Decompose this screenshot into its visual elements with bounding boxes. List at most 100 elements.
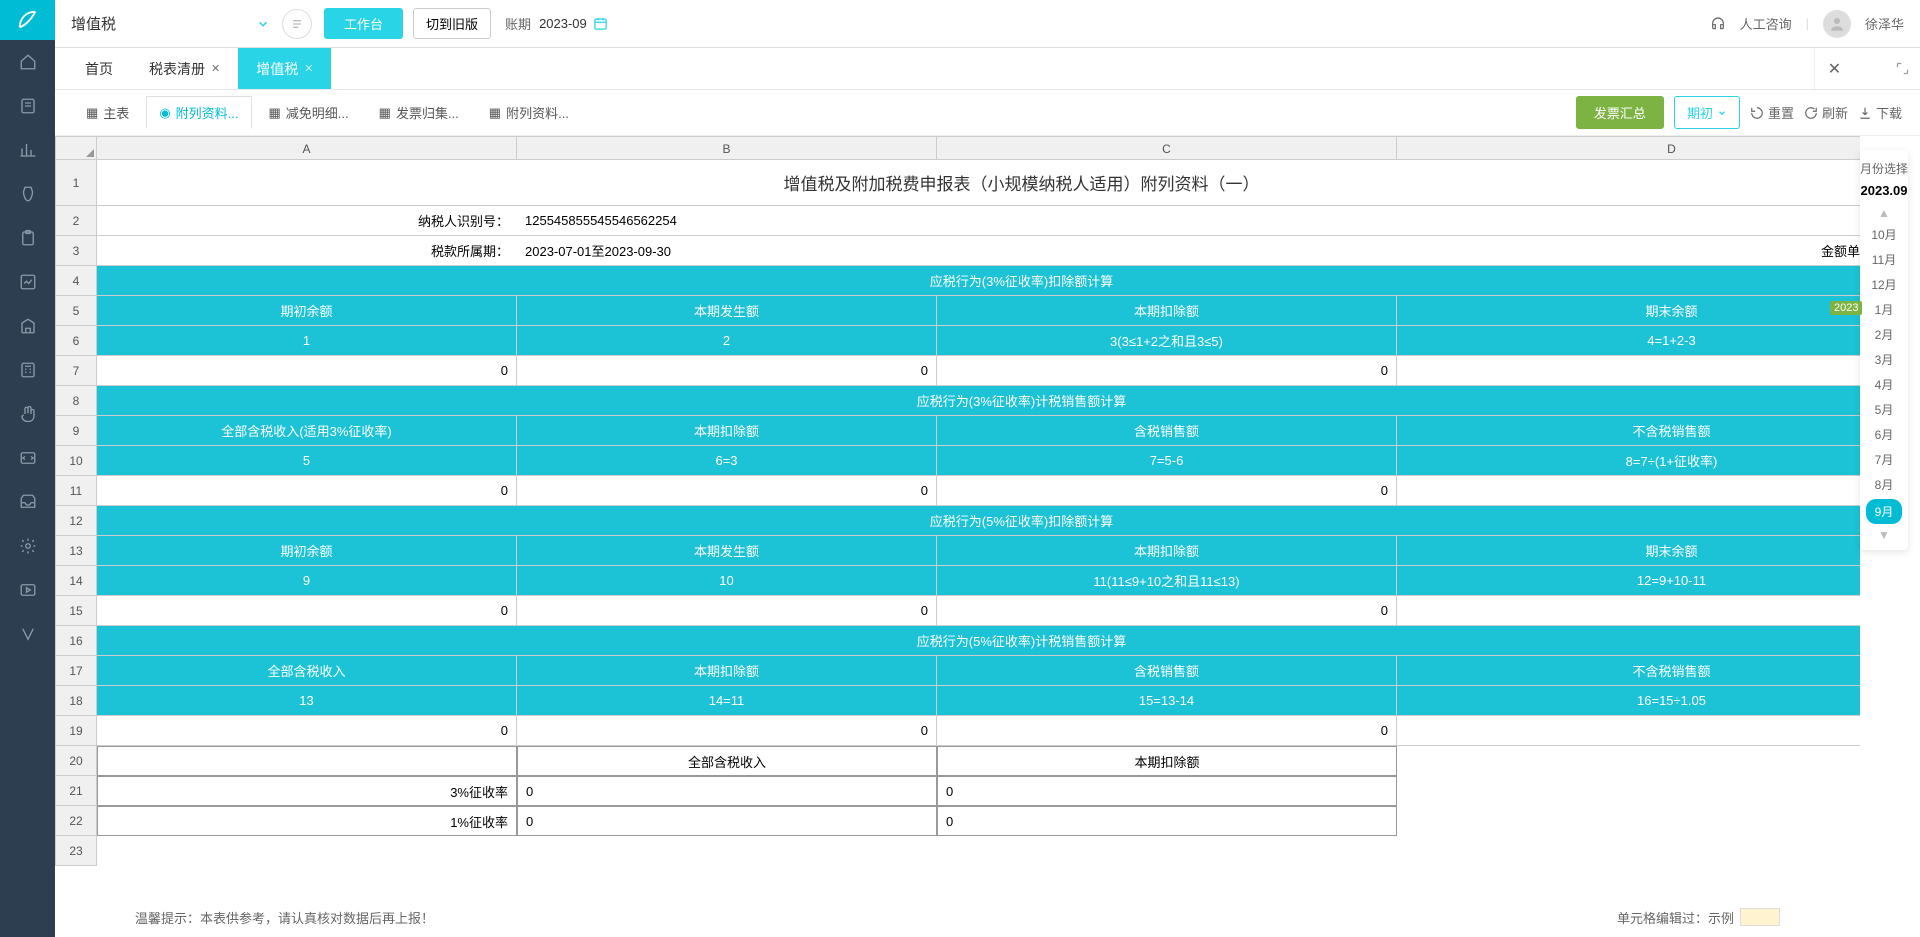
row-header[interactable]: 19	[55, 716, 97, 746]
month-item[interactable]: 1月2023	[1860, 297, 1908, 322]
cell[interactable]: 0	[937, 476, 1397, 506]
row-header[interactable]: 2	[55, 206, 97, 236]
row-header[interactable]: 15	[55, 596, 97, 626]
month-item[interactable]: 3月	[1860, 347, 1908, 372]
cell[interactable]: 0.00	[1397, 716, 1860, 746]
row-header[interactable]: 5	[55, 296, 97, 326]
close-icon[interactable]: ✕	[304, 62, 313, 75]
close-all-icon[interactable]: ✕	[1814, 48, 1854, 89]
col-header[interactable]: B	[517, 136, 937, 160]
month-down-icon[interactable]: ▼	[1860, 526, 1908, 544]
subtab-attachment2[interactable]: ▦附列资料...	[476, 96, 582, 129]
nav-inbox-icon[interactable]	[0, 480, 55, 524]
row-header[interactable]: 14	[55, 566, 97, 596]
subtab-main[interactable]: ▦主表	[73, 96, 142, 129]
cell[interactable]: 0	[1397, 596, 1860, 626]
nav-home-icon[interactable]	[0, 40, 55, 84]
row-header[interactable]: 23	[55, 836, 97, 866]
row-header[interactable]: 1	[55, 160, 97, 206]
month-item[interactable]: 12月	[1860, 272, 1908, 297]
month-item[interactable]: 5月	[1860, 397, 1908, 422]
row-header[interactable]: 22	[55, 806, 97, 836]
row-header[interactable]: 18	[55, 686, 97, 716]
month-item[interactable]: 10月	[1860, 222, 1908, 247]
row-header[interactable]: 3	[55, 236, 97, 266]
cell[interactable]: 0	[97, 596, 517, 626]
logo[interactable]	[0, 0, 55, 40]
period-start-button[interactable]: 期初	[1674, 96, 1740, 129]
nav-report-icon[interactable]	[0, 260, 55, 304]
month-item[interactable]: 7月	[1860, 447, 1908, 472]
month-item[interactable]: 11月	[1860, 247, 1908, 272]
cell[interactable]: 0	[937, 776, 1397, 806]
subtab-attachment[interactable]: ◉附列资料...	[146, 96, 251, 129]
subtab-invoice[interactable]: ▦发票归集...	[366, 96, 472, 129]
col-header[interactable]: D	[1397, 136, 1860, 160]
nav-chart-icon[interactable]	[0, 128, 55, 172]
cell[interactable]: 0	[97, 476, 517, 506]
circle-list-icon[interactable]	[282, 9, 312, 39]
row-header[interactable]: 20	[55, 746, 97, 776]
row-header[interactable]: 4	[55, 266, 97, 296]
switch-old-button[interactable]: 切到旧版	[413, 8, 491, 39]
nav-v-icon[interactable]	[0, 612, 55, 656]
row-header[interactable]: 12	[55, 506, 97, 536]
month-item[interactable]: 6月	[1860, 422, 1908, 447]
nav-doc-icon[interactable]	[0, 84, 55, 128]
cell[interactable]: 0	[937, 356, 1397, 386]
month-item[interactable]: 2月	[1860, 322, 1908, 347]
cell[interactable]: 0	[517, 356, 937, 386]
row-header[interactable]: 8	[55, 386, 97, 416]
month-item[interactable]: 4月	[1860, 372, 1908, 397]
row-header[interactable]: 21	[55, 776, 97, 806]
month-up-icon[interactable]: ▲	[1860, 204, 1908, 222]
row-header[interactable]: 17	[55, 656, 97, 686]
headset-icon[interactable]	[1710, 16, 1726, 32]
cell[interactable]: 0	[517, 716, 937, 746]
workbench-button[interactable]: 工作台	[324, 8, 403, 39]
row-header[interactable]: 10	[55, 446, 97, 476]
tab-tax-list[interactable]: 税表清册✕	[131, 48, 238, 89]
tab-vat[interactable]: 增值税✕	[238, 48, 331, 89]
nav-video-icon[interactable]	[0, 568, 55, 612]
col-header[interactable]: C	[937, 136, 1397, 160]
cell[interactable]: 0	[97, 356, 517, 386]
cell[interactable]: 0	[517, 776, 937, 806]
nav-clipboard-icon[interactable]	[0, 216, 55, 260]
cell[interactable]: 0	[1397, 356, 1860, 386]
row-header[interactable]: 7	[55, 356, 97, 386]
col-header[interactable]: A	[97, 136, 517, 160]
user-avatar[interactable]	[1823, 10, 1851, 38]
row-header[interactable]: 6	[55, 326, 97, 356]
cell[interactable]: 0	[1397, 476, 1860, 506]
tab-home[interactable]: 首页	[67, 48, 131, 89]
invoice-summary-button[interactable]: 发票汇总	[1576, 96, 1664, 129]
grid-corner[interactable]	[55, 136, 97, 160]
consult-link[interactable]: 人工咨询	[1740, 14, 1792, 33]
row-header[interactable]: 13	[55, 536, 97, 566]
subtab-exemption[interactable]: ▦减免明细...	[256, 96, 362, 129]
main-dropdown[interactable]: 增值税	[71, 13, 270, 34]
row-header[interactable]: 16	[55, 626, 97, 656]
cell[interactable]: 0	[517, 476, 937, 506]
row-header[interactable]: 9	[55, 416, 97, 446]
nav-calc-icon[interactable]	[0, 348, 55, 392]
download-button[interactable]: 下载	[1858, 103, 1902, 122]
cell[interactable]: 0	[937, 716, 1397, 746]
cell[interactable]: 0	[517, 806, 937, 836]
nav-hand-icon[interactable]	[0, 392, 55, 436]
row-header[interactable]: 11	[55, 476, 97, 506]
cell[interactable]: 0	[937, 806, 1397, 836]
nav-settings-icon[interactable]	[0, 524, 55, 568]
close-icon[interactable]: ✕	[211, 62, 220, 75]
cell[interactable]: 0	[937, 596, 1397, 626]
nav-transfer-icon[interactable]	[0, 436, 55, 480]
nav-building-icon[interactable]	[0, 304, 55, 348]
month-item[interactable]: 8月	[1860, 472, 1908, 497]
expand-icon[interactable]	[1884, 48, 1920, 89]
refresh-button[interactable]: 刷新	[1804, 103, 1848, 122]
cell[interactable]: 0	[97, 716, 517, 746]
spreadsheet[interactable]: A B C D 1 增值税及附加税费申报表（小规模纳税人适用）附列资料（一） 2…	[55, 136, 1860, 897]
reset-button[interactable]: 重置	[1750, 103, 1794, 122]
month-item[interactable]: 9月	[1866, 499, 1902, 524]
